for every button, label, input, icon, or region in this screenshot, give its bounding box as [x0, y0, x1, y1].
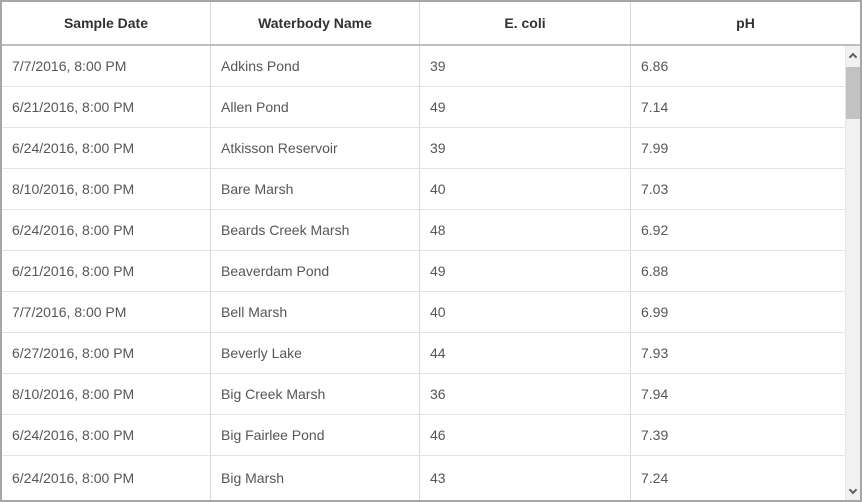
cell-waterbody-name: Big Creek Marsh — [211, 374, 420, 414]
table-row[interactable]: 7/7/2016, 8:00 PM Adkins Pond 39 6.86 — [2, 46, 845, 87]
cell-waterbody-name: Beards Creek Marsh — [211, 210, 420, 250]
cell-ph: 7.03 — [641, 181, 669, 197]
cell-waterbody-name: Atkisson Reservoir — [211, 128, 420, 168]
table-row[interactable]: 8/10/2016, 8:00 PM Bare Marsh 40 7.03 — [2, 169, 845, 210]
cell-ph: 7.39 — [641, 427, 669, 443]
table-row[interactable]: 6/27/2016, 8:00 PM Beverly Lake 44 7.93 — [2, 333, 845, 374]
scroll-up-button[interactable] — [846, 46, 860, 64]
cell-ph: 7.14 — [641, 99, 669, 115]
cell-ecoli: 43 — [420, 456, 631, 500]
cell-ecoli: 36 — [420, 374, 631, 414]
column-header-waterbody-name[interactable]: Waterbody Name — [211, 2, 420, 44]
table-row[interactable]: 6/24/2016, 8:00 PM Big Marsh 43 7.24 — [2, 456, 845, 500]
cell-ecoli: 40 — [420, 169, 631, 209]
cell-ecoli: 39 — [420, 128, 631, 168]
cell-ecoli: 48 — [420, 210, 631, 250]
table-row[interactable]: 6/21/2016, 8:00 PM Allen Pond 49 7.14 — [2, 87, 845, 128]
cell-sample-date: 6/24/2016, 8:00 PM — [2, 456, 211, 500]
cell-sample-date: 8/10/2016, 8:00 PM — [2, 169, 211, 209]
cell-waterbody-name: Big Fairlee Pond — [211, 415, 420, 455]
cell-ph: 7.99 — [641, 140, 669, 156]
cell-ecoli: 46 — [420, 415, 631, 455]
cell-waterbody-name: Beaverdam Pond — [211, 251, 420, 291]
cell-sample-date: 7/7/2016, 8:00 PM — [2, 292, 211, 332]
cell-waterbody-name: Beverly Lake — [211, 333, 420, 373]
scroll-down-button[interactable] — [846, 482, 860, 500]
cell-ecoli: 49 — [420, 251, 631, 291]
cell-ph: 7.94 — [641, 386, 669, 402]
cell-sample-date: 6/21/2016, 8:00 PM — [2, 87, 211, 127]
cell-sample-date: 7/7/2016, 8:00 PM — [2, 46, 211, 86]
chevron-up-icon — [848, 52, 858, 61]
cell-ph: 7.24 — [641, 470, 669, 486]
table-rows: 7/7/2016, 8:00 PM Adkins Pond 39 6.86 6/… — [2, 46, 845, 500]
table-row[interactable]: 6/24/2016, 8:00 PM Big Fairlee Pond 46 7… — [2, 415, 845, 456]
table-row[interactable]: 6/21/2016, 8:00 PM Beaverdam Pond 49 6.8… — [2, 251, 845, 292]
cell-ecoli: 49 — [420, 87, 631, 127]
cell-waterbody-name: Allen Pond — [211, 87, 420, 127]
table-body: 7/7/2016, 8:00 PM Adkins Pond 39 6.86 6/… — [2, 46, 860, 500]
cell-sample-date: 6/27/2016, 8:00 PM — [2, 333, 211, 373]
cell-sample-date: 6/24/2016, 8:00 PM — [2, 210, 211, 250]
cell-waterbody-name: Bell Marsh — [211, 292, 420, 332]
cell-ecoli: 39 — [420, 46, 631, 86]
table-header-row: Sample Date Waterbody Name E. coli pH — [2, 2, 860, 46]
cell-sample-date: 6/24/2016, 8:00 PM — [2, 415, 211, 455]
cell-sample-date: 6/21/2016, 8:00 PM — [2, 251, 211, 291]
cell-ph: 6.92 — [641, 222, 669, 238]
column-header-ph[interactable]: pH — [736, 15, 755, 31]
scrollbar-track[interactable] — [846, 64, 860, 482]
vertical-scrollbar[interactable] — [845, 46, 860, 500]
column-header-ecoli[interactable]: E. coli — [420, 2, 631, 44]
column-header-sample-date[interactable]: Sample Date — [2, 2, 211, 44]
cell-ph: 7.93 — [641, 345, 669, 361]
cell-ph: 6.99 — [641, 304, 669, 320]
cell-ph: 6.86 — [641, 58, 669, 74]
cell-ph: 6.88 — [641, 263, 669, 279]
scrollbar-thumb[interactable] — [846, 67, 860, 119]
chevron-down-icon — [848, 485, 858, 494]
cell-ecoli: 44 — [420, 333, 631, 373]
table-row[interactable]: 6/24/2016, 8:00 PM Atkisson Reservoir 39… — [2, 128, 845, 169]
cell-sample-date: 6/24/2016, 8:00 PM — [2, 128, 211, 168]
table-row[interactable]: 8/10/2016, 8:00 PM Big Creek Marsh 36 7.… — [2, 374, 845, 415]
cell-waterbody-name: Bare Marsh — [211, 169, 420, 209]
cell-ecoli: 40 — [420, 292, 631, 332]
cell-waterbody-name: Adkins Pond — [211, 46, 420, 86]
table-row[interactable]: 7/7/2016, 8:00 PM Bell Marsh 40 6.99 — [2, 292, 845, 333]
cell-waterbody-name: Big Marsh — [211, 456, 420, 500]
table-row[interactable]: 6/24/2016, 8:00 PM Beards Creek Marsh 48… — [2, 210, 845, 251]
cell-sample-date: 8/10/2016, 8:00 PM — [2, 374, 211, 414]
